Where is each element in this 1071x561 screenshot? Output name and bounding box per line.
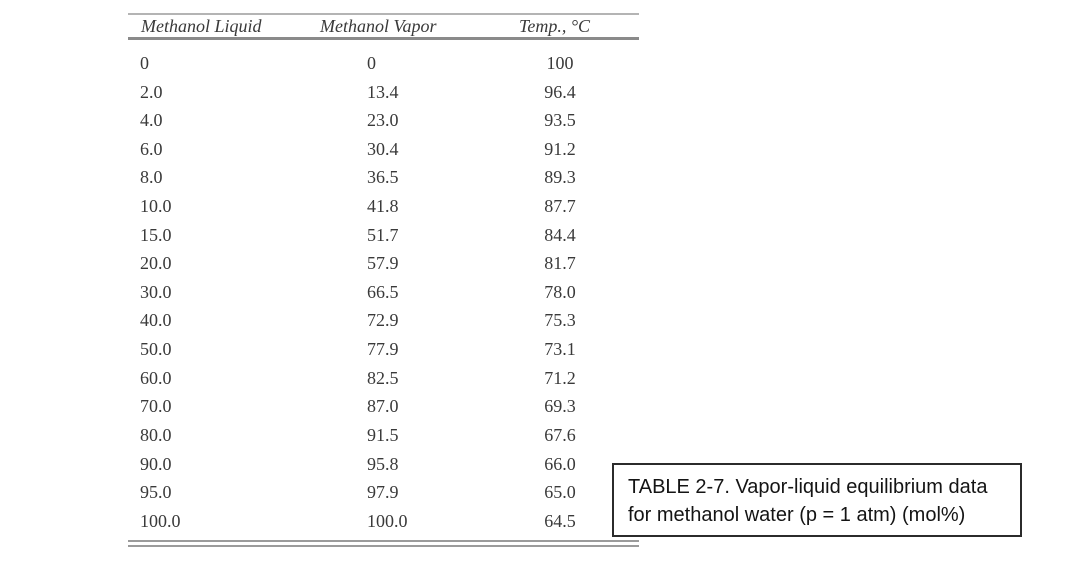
table-cell: 70.0 (140, 396, 172, 417)
table-cell: 95.0 (140, 482, 172, 503)
table-bottom-double-rule-lower (128, 545, 639, 547)
table-cell: 78.0 (544, 281, 576, 302)
column-header-methanol-vapor: Methanol Vapor (320, 16, 437, 36)
table-row: 10.0 41.8 87.7 (128, 192, 640, 221)
column-header-methanol-liquid: Methanol Liquid (141, 16, 262, 36)
table-body: 0 0 100 2.0 13.4 96.4 4.0 23.0 93.5 6.0 30.4 91.2 8.… (128, 49, 640, 536)
table-row: 20.0 57.9 81.7 (128, 249, 640, 278)
table-cell: 13.4 (367, 81, 399, 102)
table-cell: 100 (546, 53, 574, 73)
table-cell: 71.2 (544, 367, 576, 388)
table-row: 40.0 72.9 75.3 (128, 306, 640, 335)
table-cell: 4.0 (140, 110, 163, 131)
table-cell: 8.0 (140, 167, 163, 188)
table-row: 4.0 23.0 93.5 (128, 106, 640, 135)
table-cell: 97.9 (367, 482, 399, 503)
table-cell: 82.5 (367, 367, 399, 388)
table-row: 90.0 95.8 66.0 (128, 450, 640, 479)
table-cell: 77.9 (367, 339, 399, 360)
table-cell: 89.3 (544, 167, 576, 188)
table-cell: 36.5 (367, 167, 399, 188)
table-cell: 64.5 (544, 510, 576, 531)
table-cell: 10.0 (140, 196, 172, 217)
table-row: 15.0 51.7 84.4 (128, 221, 640, 250)
table-cell: 69.3 (544, 396, 576, 417)
table-cell: 41.8 (367, 196, 399, 217)
table-row: 6.0 30.4 91.2 (128, 135, 640, 164)
table-cell: 66.0 (544, 453, 576, 474)
table-cell: 50.0 (140, 339, 172, 360)
table-cell: 87.7 (544, 196, 576, 217)
table-caption-box: TABLE 2-7. Vapor-liquid equilibrium data… (612, 463, 1022, 537)
table-cell: 100.0 (367, 510, 408, 531)
table-cell: 30.4 (367, 138, 399, 159)
table-cell: 40.0 (140, 310, 172, 331)
table-row: 30.0 66.5 78.0 (128, 278, 640, 307)
table-cell: 23.0 (367, 110, 399, 131)
table-cell: 73.1 (544, 339, 576, 360)
table-row: 60.0 82.5 71.2 (128, 364, 640, 393)
table-row: 100.0 100.0 64.5 (128, 507, 640, 536)
table-row: 2.0 13.4 96.4 (128, 78, 640, 107)
table-cell: 93.5 (544, 110, 576, 131)
table-cell: 87.0 (367, 396, 399, 417)
table-cell: 0 (367, 53, 376, 73)
column-header-temperature: Temp., °C (519, 16, 591, 36)
table-row: 70.0 87.0 69.3 (128, 392, 640, 421)
table-top-rule (128, 13, 639, 15)
table-cell: 2.0 (140, 81, 163, 102)
table-cell: 80.0 (140, 424, 172, 445)
table-cell: 95.8 (367, 453, 399, 474)
caption-line-1: TABLE 2-7. Vapor-liquid equilibrium data (628, 476, 988, 498)
table-cell: 0 (140, 53, 149, 73)
table-cell: 91.5 (367, 424, 399, 445)
table-row: 80.0 91.5 67.6 (128, 421, 640, 450)
table-row: 95.0 97.9 65.0 (128, 478, 640, 507)
table-cell: 90.0 (140, 453, 172, 474)
table-row: 0 0 100 (128, 49, 640, 78)
table-cell: 51.7 (367, 224, 399, 245)
table-cell: 15.0 (140, 224, 172, 245)
caption-line-2: for methanol water (p = 1 atm) (mol%) (628, 504, 966, 526)
table-cell: 81.7 (544, 253, 576, 274)
table-cell: 65.0 (544, 482, 576, 503)
table-cell: 67.6 (544, 424, 576, 445)
table-cell: 72.9 (367, 310, 399, 331)
table-cell: 66.5 (367, 281, 399, 302)
table-cell: 75.3 (544, 310, 576, 331)
table-header-rule (128, 37, 639, 40)
table-cell: 30.0 (140, 281, 172, 302)
table-cell: 6.0 (140, 138, 163, 159)
table-cell: 20.0 (140, 253, 172, 274)
table-cell: 84.4 (544, 224, 576, 245)
table-row: 8.0 36.5 89.3 (128, 163, 640, 192)
table-cell: 60.0 (140, 367, 172, 388)
table-bottom-double-rule-upper (128, 540, 639, 542)
table-cell: 57.9 (367, 253, 399, 274)
table-row: 50.0 77.9 73.1 (128, 335, 640, 364)
table-cell: 91.2 (544, 138, 576, 159)
table-cell: 100.0 (140, 510, 181, 531)
table-cell: 96.4 (544, 81, 576, 102)
